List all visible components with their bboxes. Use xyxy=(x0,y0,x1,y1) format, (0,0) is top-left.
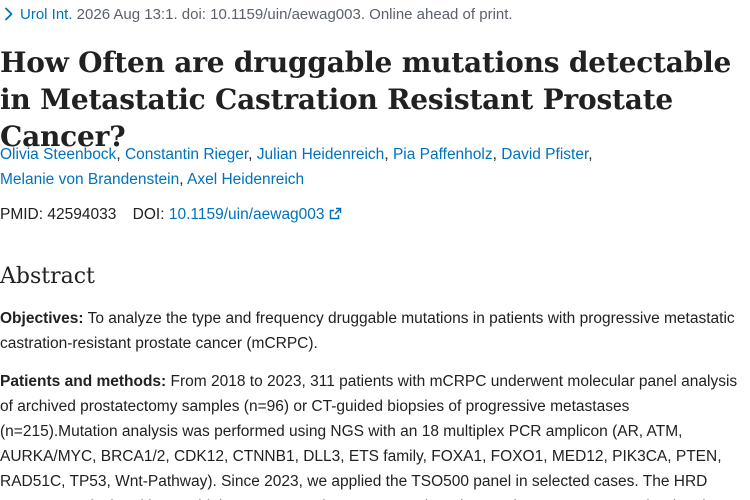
objectives-label: Objectives: xyxy=(0,310,84,327)
author-link[interactable]: Constantin Rieger xyxy=(124,146,249,163)
methods-label: Patients and methods: xyxy=(0,373,167,390)
author-link[interactable]: Melanie von Brandenstein xyxy=(0,171,180,188)
citation-details: 2026 Aug 13:1. doi: 10.1159/uin/aewag003… xyxy=(72,6,513,23)
author-link[interactable]: David Pfister xyxy=(501,146,589,163)
author-link[interactable]: Olivia Steenbock xyxy=(0,146,117,163)
methods-text: From 2018 to 2023, 311 patients with mCR… xyxy=(0,373,738,500)
citation-line: Urol Int. 2026 Aug 13:1. doi: 10.1159/ui… xyxy=(2,5,513,25)
external-link-icon[interactable] xyxy=(329,207,342,220)
article-title: How Often are druggable mutations detect… xyxy=(0,46,732,153)
author-list: Olivia Steenbock, Constantin Rieger, Jul… xyxy=(0,146,593,188)
author-link[interactable]: Axel Heidenreich xyxy=(187,171,305,188)
abstract-methods: Patients and methods: From 2018 to 2023,… xyxy=(0,369,742,500)
doi-link[interactable]: 10.1159/uin/aewag003 xyxy=(168,206,325,223)
abstract-objectives: Objectives: To analyze the type and freq… xyxy=(0,306,742,356)
article-identifiers: PMID: 42594033 DOI: 10.1159/uin/aewag003 xyxy=(0,204,342,226)
chevron-right-icon[interactable] xyxy=(2,7,16,21)
abstract-heading: Abstract xyxy=(0,264,95,289)
author-link[interactable]: Pia Paffenholz xyxy=(392,146,493,163)
journal-link[interactable]: Urol Int. xyxy=(20,6,73,23)
author-link[interactable]: Julian Heidenreich xyxy=(256,146,385,163)
doi-label: DOI: xyxy=(132,206,165,223)
pmid-label: PMID: 42594033 xyxy=(0,206,117,223)
objectives-text: To analyze the type and frequency drugga… xyxy=(0,310,735,352)
